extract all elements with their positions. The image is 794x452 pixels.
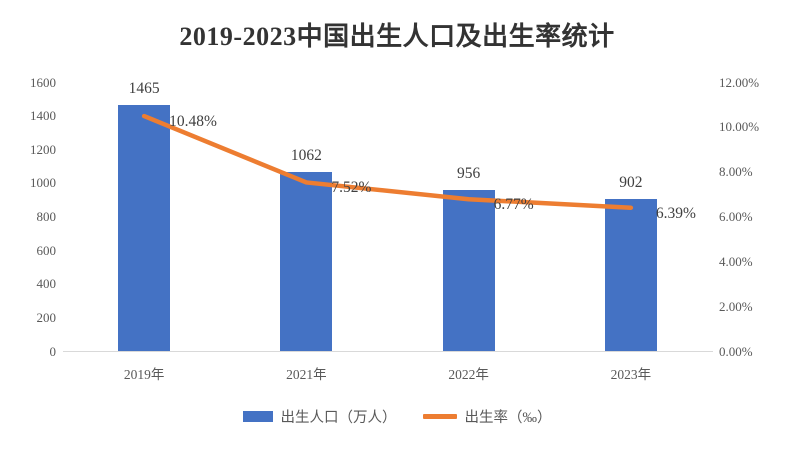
left-axis-tick: 0: [49, 343, 57, 359]
category-label-2021年: 2021年: [286, 367, 327, 382]
bar-2023年[interactable]: [604, 199, 657, 351]
plot-area: [63, 82, 712, 351]
bar-2022年[interactable]: [442, 190, 495, 351]
left-axis-tick: 800: [36, 209, 57, 224]
left-axis-tick: 1200: [30, 141, 56, 157]
left-axis-tick: 1400: [30, 108, 56, 124]
category-label-2022年: 2022年: [448, 367, 489, 382]
bar-value-label: 1465: [128, 79, 160, 97]
right-axis-tick: 2.00%: [719, 298, 753, 314]
legend-line-swatch-icon: [422, 414, 457, 419]
chart-legend: 出生人口（万人） 出生率（‰）: [0, 406, 794, 427]
left-axis-tick: 200: [36, 309, 57, 325]
legend-item[interactable]: 出生率（‰）: [422, 406, 552, 427]
right-axis-tick: 6.00%: [719, 209, 753, 224]
category-label-2023年: 2023年: [610, 367, 652, 382]
bar-2019年[interactable]: [118, 104, 171, 351]
chart-title: 2019-2023中国出生人口及出生率统计: [179, 22, 615, 51]
legend-item[interactable]: 出生人口（万人）: [242, 406, 397, 427]
line-value-label: 10.48%: [169, 113, 217, 131]
line-value-label: 7.52%: [331, 179, 372, 197]
category-label-2019年: 2019年: [123, 367, 165, 382]
left-axis-tick: 1600: [30, 74, 56, 90]
right-axis: 12.00% 10.00% 8.00% 6.00% 4.00% 2.00% 0.00%: [719, 0, 794, 452]
left-axis-tick: 1000: [30, 175, 56, 191]
right-axis-tick: 0.00%: [719, 343, 753, 359]
legend-bar-swatch-icon: [242, 411, 273, 422]
right-axis-tick: 8.00%: [719, 164, 753, 180]
right-axis-tick: 4.00%: [719, 253, 753, 269]
line-value-label: 6.39%: [655, 204, 696, 222]
legend-label: 出生率（‰）: [464, 410, 552, 426]
bar-2021年[interactable]: [280, 172, 333, 351]
left-axis-tick: 400: [36, 276, 57, 292]
bar-value-label: 1062: [290, 147, 322, 165]
line-value-label: 6.77%: [493, 196, 534, 214]
bar-value-label: 956: [457, 165, 481, 183]
bar-value-label: 902: [619, 174, 643, 192]
right-axis-tick: 10.00%: [719, 119, 760, 135]
left-axis-tick: 600: [36, 242, 57, 258]
left-axis: 1600 1400 1200 1000 800 600 400 200 0: [0, 0, 56, 452]
right-axis-tick: 12.00%: [719, 74, 760, 90]
legend-label: 出生人口（万人）: [280, 410, 397, 426]
category-axis-line: [63, 351, 713, 352]
